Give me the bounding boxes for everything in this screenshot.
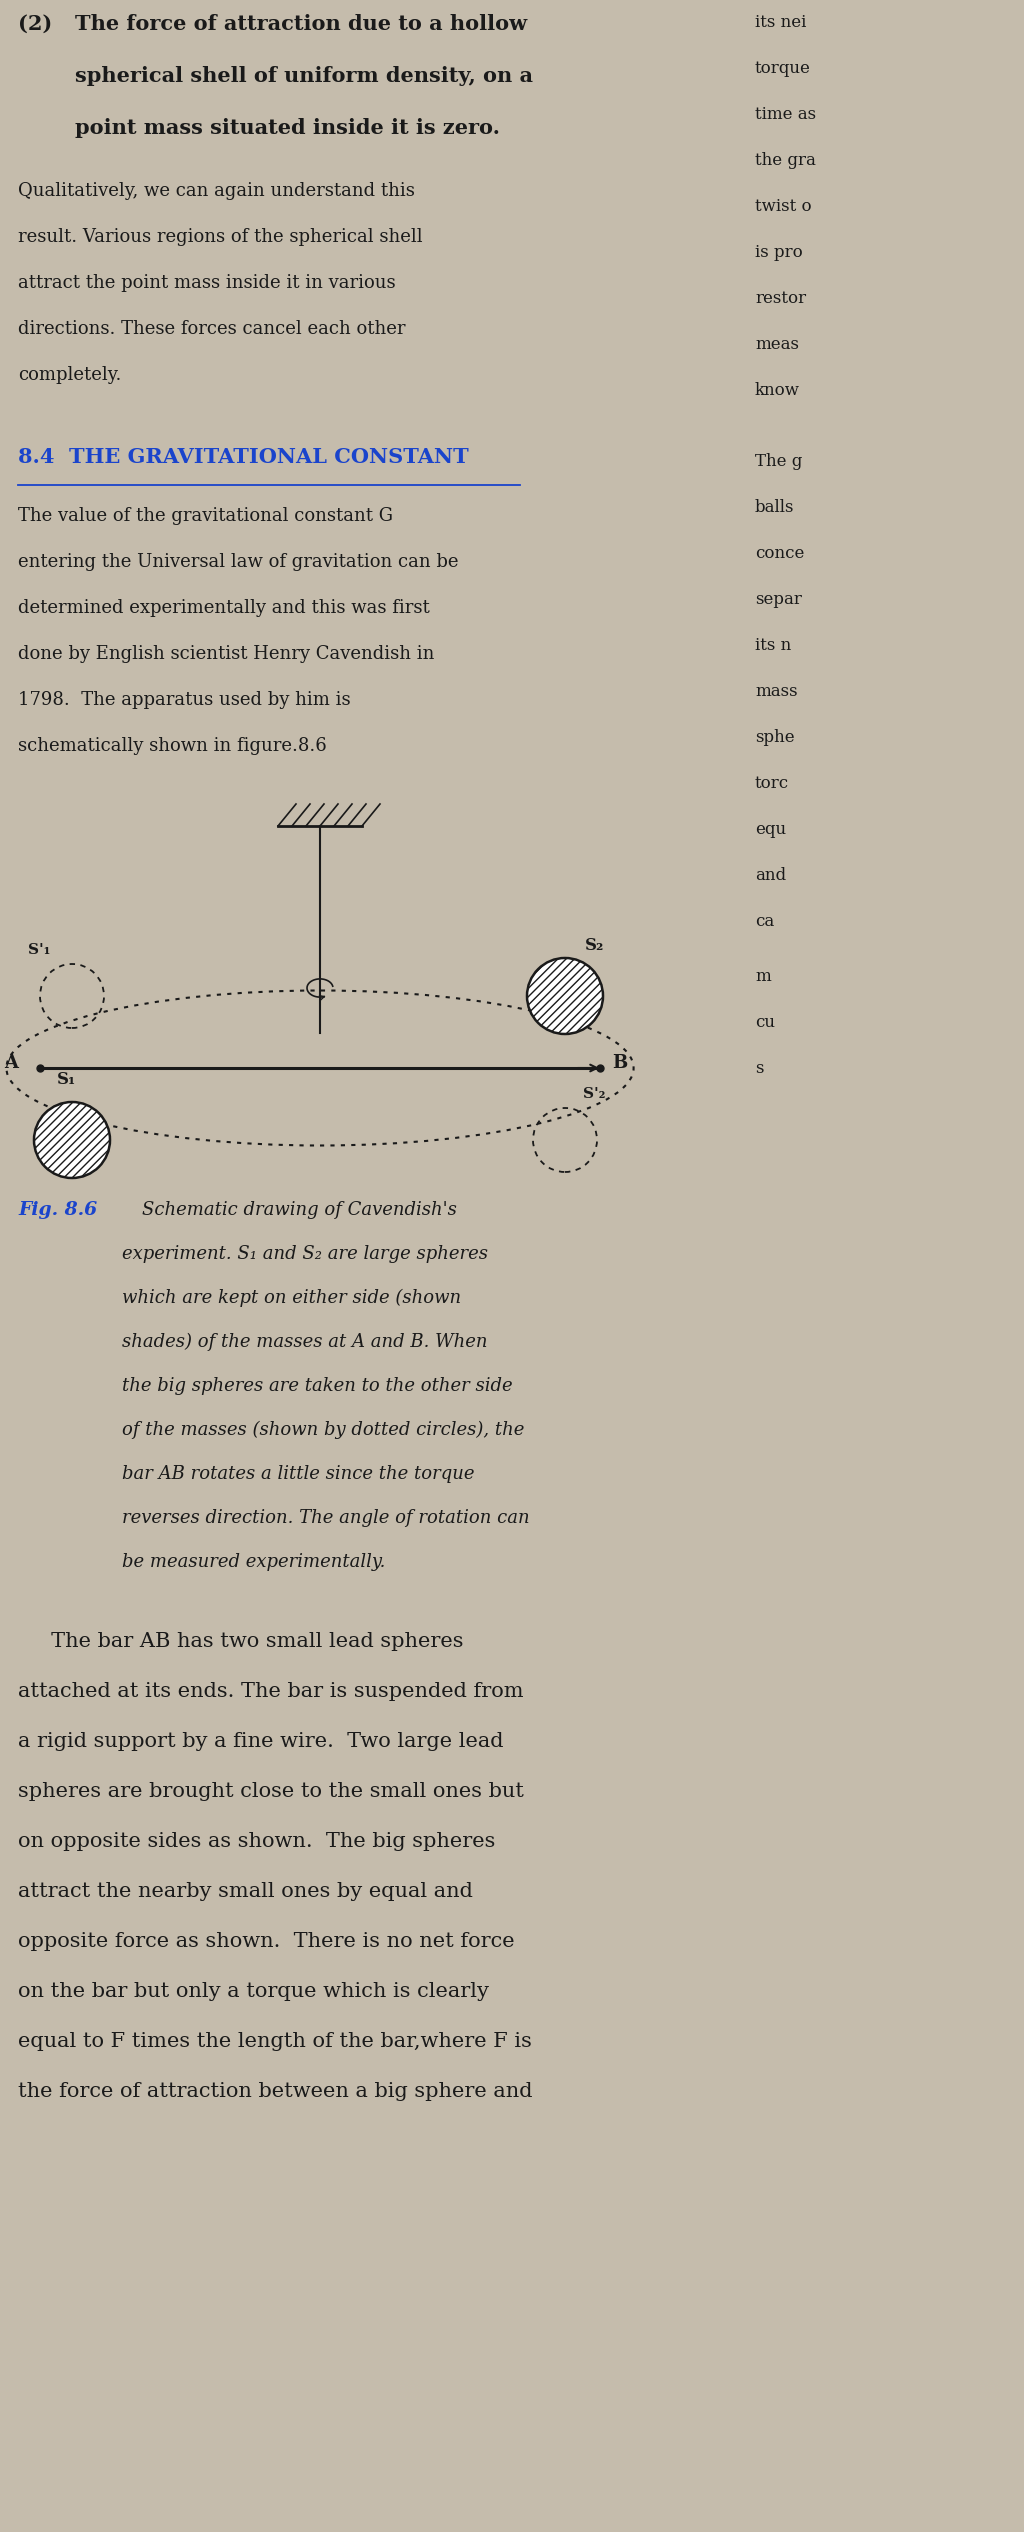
Text: completely.: completely. <box>18 367 122 385</box>
Text: know: know <box>755 382 800 400</box>
Text: is pro: is pro <box>755 243 803 261</box>
Text: balls: balls <box>755 499 795 517</box>
Text: Schematic drawing of Cavendish's: Schematic drawing of Cavendish's <box>142 1200 457 1218</box>
Text: the force of attraction between a big sphere and: the force of attraction between a big sp… <box>18 2081 532 2102</box>
Text: spheres are brought close to the small ones but: spheres are brought close to the small o… <box>18 1783 524 1800</box>
Text: s: s <box>755 1061 764 1076</box>
Text: spherical shell of uniform density, on a: spherical shell of uniform density, on a <box>75 66 534 86</box>
Text: conce: conce <box>755 544 805 562</box>
Text: 1798.  The apparatus used by him is: 1798. The apparatus used by him is <box>18 691 350 709</box>
Text: torque: torque <box>755 61 811 76</box>
Ellipse shape <box>527 957 603 1033</box>
Text: The force of attraction due to a hollow: The force of attraction due to a hollow <box>75 15 527 33</box>
Text: attached at its ends. The bar is suspended from: attached at its ends. The bar is suspend… <box>18 1681 523 1702</box>
Text: bar AB rotates a little since the torque: bar AB rotates a little since the torque <box>122 1466 474 1484</box>
Text: S₂: S₂ <box>585 937 604 955</box>
Text: meas: meas <box>755 337 799 352</box>
Text: Fig. 8.6: Fig. 8.6 <box>18 1200 97 1218</box>
Text: entering the Universal law of gravitation can be: entering the Universal law of gravitatio… <box>18 552 459 572</box>
Text: separ: separ <box>755 590 802 608</box>
Text: which are kept on either side (shown: which are kept on either side (shown <box>122 1289 461 1307</box>
Text: twist o: twist o <box>755 197 812 215</box>
Text: The bar AB has two small lead spheres: The bar AB has two small lead spheres <box>18 1633 464 1651</box>
Text: S₁: S₁ <box>57 1071 77 1089</box>
Text: equ: equ <box>755 820 786 838</box>
Text: equal to F times the length of the bar,where F is: equal to F times the length of the bar,w… <box>18 2033 531 2051</box>
Text: m: m <box>755 967 771 985</box>
Text: mass: mass <box>755 684 798 699</box>
Text: attract the point mass inside it in various: attract the point mass inside it in vari… <box>18 273 395 291</box>
Text: Qualitatively, we can again understand this: Qualitatively, we can again understand t… <box>18 182 415 200</box>
Text: time as: time as <box>755 106 816 124</box>
Text: S'₂: S'₂ <box>583 1086 605 1101</box>
Text: A: A <box>4 1053 18 1071</box>
Text: a rigid support by a fine wire.  Two large lead: a rigid support by a fine wire. Two larg… <box>18 1732 504 1752</box>
Text: of the masses (shown by dotted circles), the: of the masses (shown by dotted circles),… <box>122 1420 524 1438</box>
Text: torc: torc <box>755 775 790 793</box>
Text: cu: cu <box>755 1013 775 1031</box>
Text: schematically shown in figure.8.6: schematically shown in figure.8.6 <box>18 737 327 755</box>
Text: S'₁: S'₁ <box>28 942 50 957</box>
Text: directions. These forces cancel each other: directions. These forces cancel each oth… <box>18 319 406 337</box>
Text: The g: The g <box>755 453 803 471</box>
Text: ca: ca <box>755 914 774 929</box>
Text: be measured experimentally.: be measured experimentally. <box>122 1552 385 1570</box>
Text: on the bar but only a torque which is clearly: on the bar but only a torque which is cl… <box>18 1983 489 2000</box>
Text: The value of the gravitational constant G: The value of the gravitational constant … <box>18 506 393 524</box>
Text: (2): (2) <box>18 15 52 33</box>
Text: the gra: the gra <box>755 152 816 170</box>
Text: B: B <box>612 1053 628 1071</box>
Text: reverses direction. The angle of rotation can: reverses direction. The angle of rotatio… <box>122 1509 529 1527</box>
Text: 8.4  THE GRAVITATIONAL CONSTANT: 8.4 THE GRAVITATIONAL CONSTANT <box>18 448 469 466</box>
Text: on opposite sides as shown.  The big spheres: on opposite sides as shown. The big sphe… <box>18 1833 496 1851</box>
Text: done by English scientist Henry Cavendish in: done by English scientist Henry Cavendis… <box>18 646 434 663</box>
Ellipse shape <box>34 1101 110 1177</box>
Text: shades) of the masses at A and B. When: shades) of the masses at A and B. When <box>122 1332 487 1352</box>
Text: experiment. S₁ and S₂ are large spheres: experiment. S₁ and S₂ are large spheres <box>122 1246 488 1263</box>
Text: determined experimentally and this was first: determined experimentally and this was f… <box>18 600 430 618</box>
Text: opposite force as shown.  There is no net force: opposite force as shown. There is no net… <box>18 1932 515 1952</box>
Text: the big spheres are taken to the other side: the big spheres are taken to the other s… <box>122 1377 513 1395</box>
Text: restor: restor <box>755 291 806 306</box>
Text: its n: its n <box>755 638 792 653</box>
Text: attract the nearby small ones by equal and: attract the nearby small ones by equal a… <box>18 1881 473 1902</box>
Text: result. Various regions of the spherical shell: result. Various regions of the spherical… <box>18 228 423 246</box>
Text: sphe: sphe <box>755 729 795 747</box>
Text: and: and <box>755 866 786 884</box>
Text: its nei: its nei <box>755 15 806 30</box>
Text: point mass situated inside it is zero.: point mass situated inside it is zero. <box>75 119 500 139</box>
